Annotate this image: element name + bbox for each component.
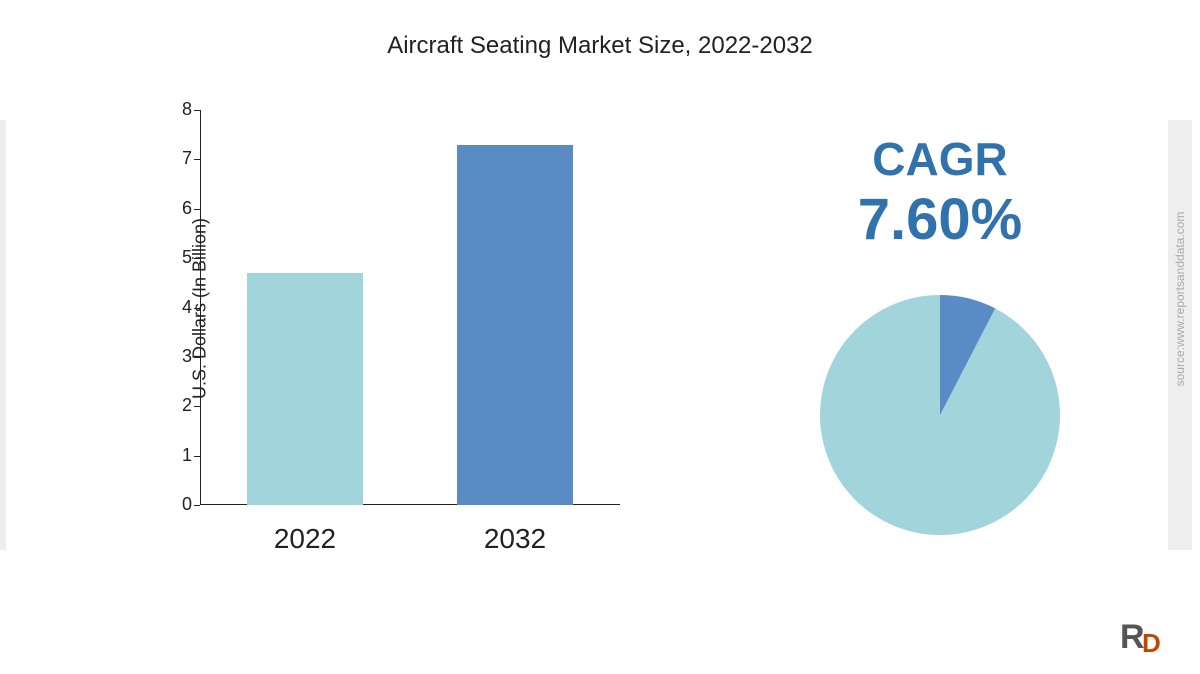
y-tick-label: 0 bbox=[162, 494, 192, 515]
y-tick-mark bbox=[194, 308, 200, 309]
y-tick-label: 5 bbox=[162, 247, 192, 268]
pie-svg bbox=[820, 295, 1060, 535]
y-tick-label: 4 bbox=[162, 297, 192, 318]
cagr-value: 7.60% bbox=[740, 186, 1140, 253]
x-cat-label: 2022 bbox=[200, 523, 410, 555]
logo-letter-r: R bbox=[1120, 618, 1145, 656]
cagr-label: CAGR bbox=[740, 132, 1140, 186]
y-tick-mark bbox=[194, 456, 200, 457]
y-tick-label: 3 bbox=[162, 346, 192, 367]
y-tick-mark bbox=[194, 159, 200, 160]
y-tick-label: 6 bbox=[162, 198, 192, 219]
logo-letter-d: D bbox=[1142, 628, 1161, 658]
y-tick-mark bbox=[194, 406, 200, 407]
y-tick-mark bbox=[194, 505, 200, 506]
y-tick-mark bbox=[194, 209, 200, 210]
y-tick-mark bbox=[194, 258, 200, 259]
source-text: source:www.reportsanddata.com bbox=[1173, 179, 1187, 419]
bar-chart: U.S. Dollars (In Billion) 01234567820222… bbox=[200, 110, 620, 505]
brand-logo-svg: RD bbox=[1120, 618, 1180, 658]
strip-left bbox=[0, 120, 6, 550]
chart-title: Aircraft Seating Market Size, 2022-2032 bbox=[0, 32, 1200, 60]
y-tick-mark bbox=[194, 110, 200, 111]
brand-logo: RD bbox=[1120, 618, 1180, 663]
x-cat-label: 2032 bbox=[410, 523, 620, 555]
y-tick-label: 7 bbox=[162, 148, 192, 169]
cagr-pie bbox=[820, 295, 1060, 535]
y-axis-line bbox=[200, 110, 201, 505]
canvas: Aircraft Seating Market Size, 2022-2032 … bbox=[0, 0, 1200, 674]
bar-2032 bbox=[457, 145, 573, 505]
y-tick-label: 2 bbox=[162, 395, 192, 416]
y-tick-mark bbox=[194, 357, 200, 358]
bar-2022 bbox=[247, 273, 363, 505]
y-tick-label: 8 bbox=[162, 99, 192, 120]
y-tick-label: 1 bbox=[162, 445, 192, 466]
